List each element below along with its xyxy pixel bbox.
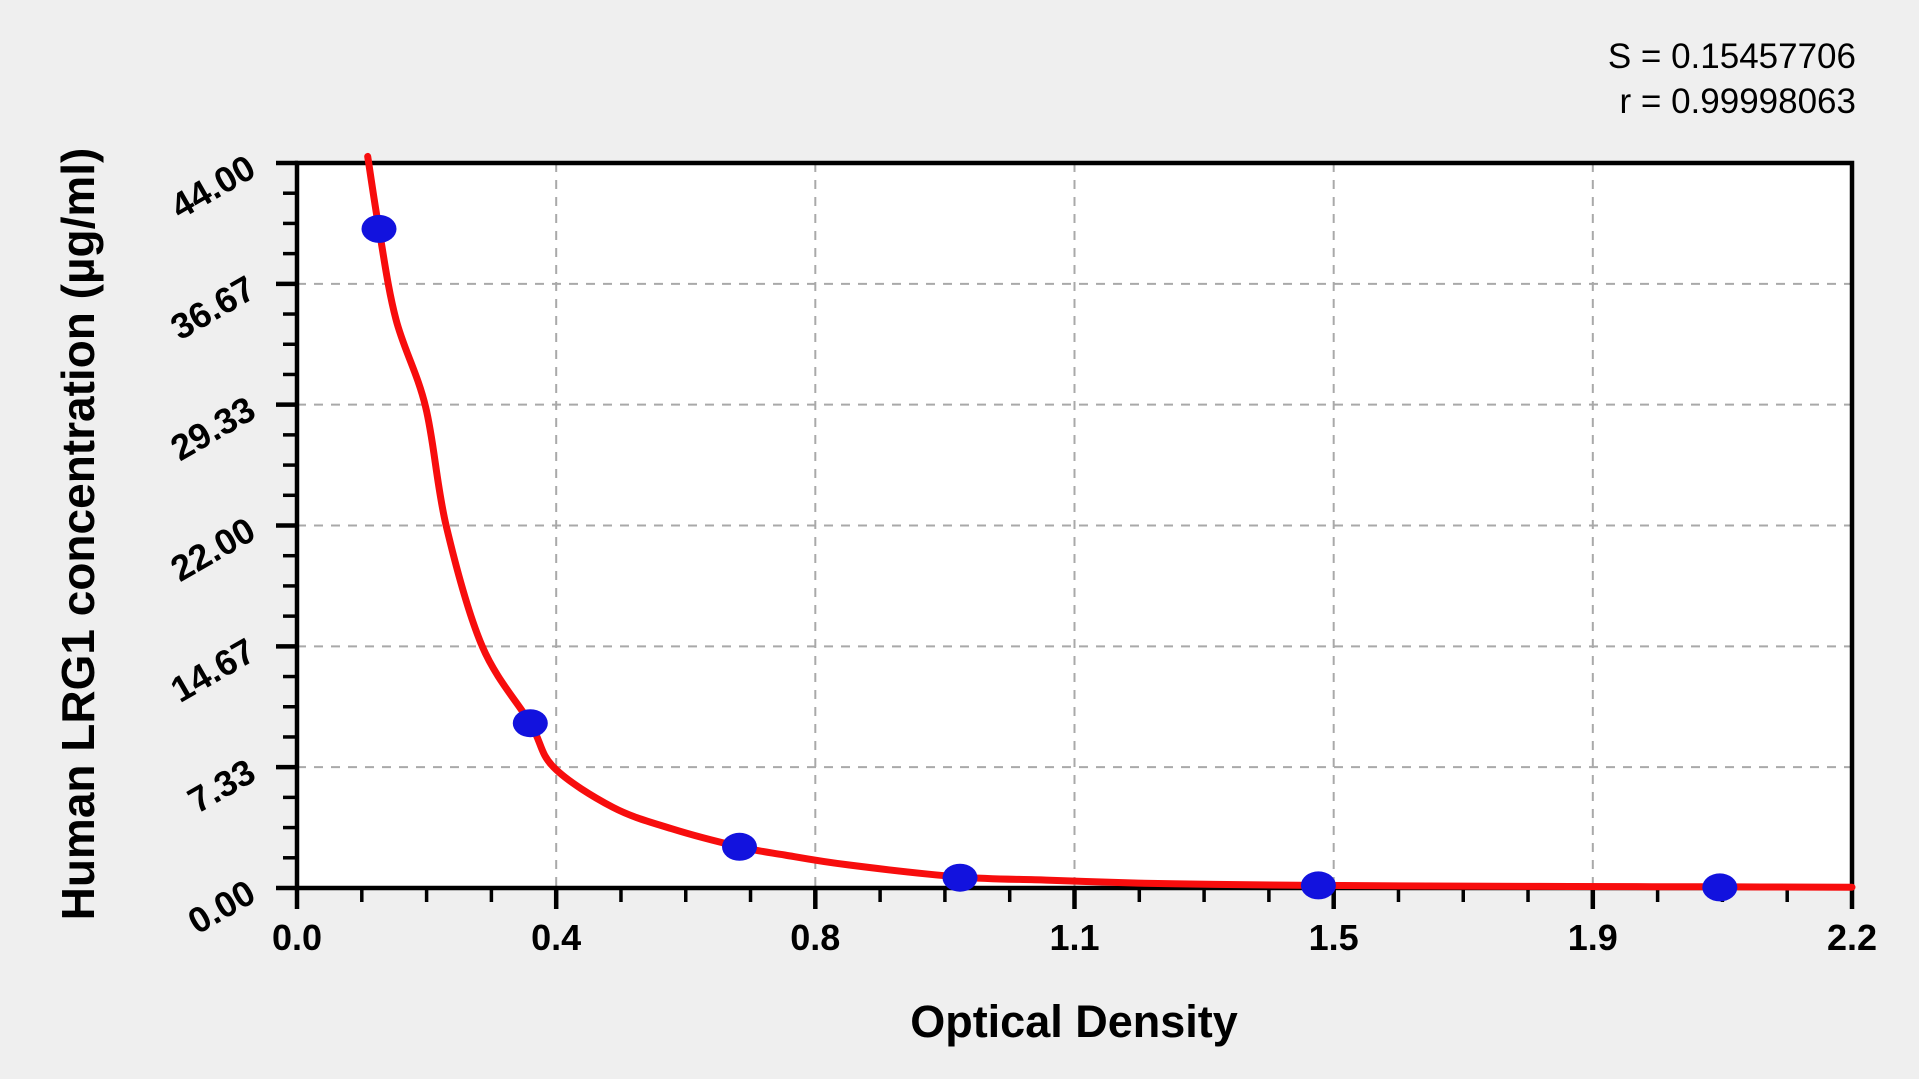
- data-point: [512, 709, 548, 738]
- data-point: [1300, 871, 1336, 900]
- x-tick-label: 2.2: [1827, 917, 1877, 958]
- y-tick-label: 44.00: [163, 146, 262, 227]
- x-tick-label: 0.0: [272, 917, 322, 958]
- x-tick-label: 1.5: [1309, 917, 1359, 958]
- y-tick-label: 7.33: [181, 751, 262, 822]
- y-tick-label: 22.00: [163, 509, 262, 590]
- x-tick-label: 0.8: [790, 917, 840, 958]
- x-tick-label: 1.9: [1568, 917, 1618, 958]
- stat-correlation: r = 0.99998063: [1619, 82, 1856, 121]
- y-tick-label: 36.67: [163, 267, 262, 348]
- stat-standard-error: S = 0.15457706: [1607, 37, 1856, 76]
- data-point: [361, 214, 397, 243]
- y-tick-label: 14.67: [163, 630, 262, 711]
- x-tick-label: 0.4: [531, 917, 581, 958]
- x-tick-label: 1.1: [1049, 917, 1099, 958]
- fit-statistics: S = 0.15457706 r = 0.99998063: [1608, 34, 1856, 124]
- x-axis-title: Optical Density: [910, 996, 1238, 1047]
- fitted-curve: [364, 152, 1856, 891]
- data-point: [942, 863, 978, 892]
- y-tick-label: 0.00: [181, 871, 262, 942]
- data-point: [722, 832, 757, 861]
- y-tick-label: 29.33: [163, 388, 262, 469]
- data-point: [1702, 873, 1738, 902]
